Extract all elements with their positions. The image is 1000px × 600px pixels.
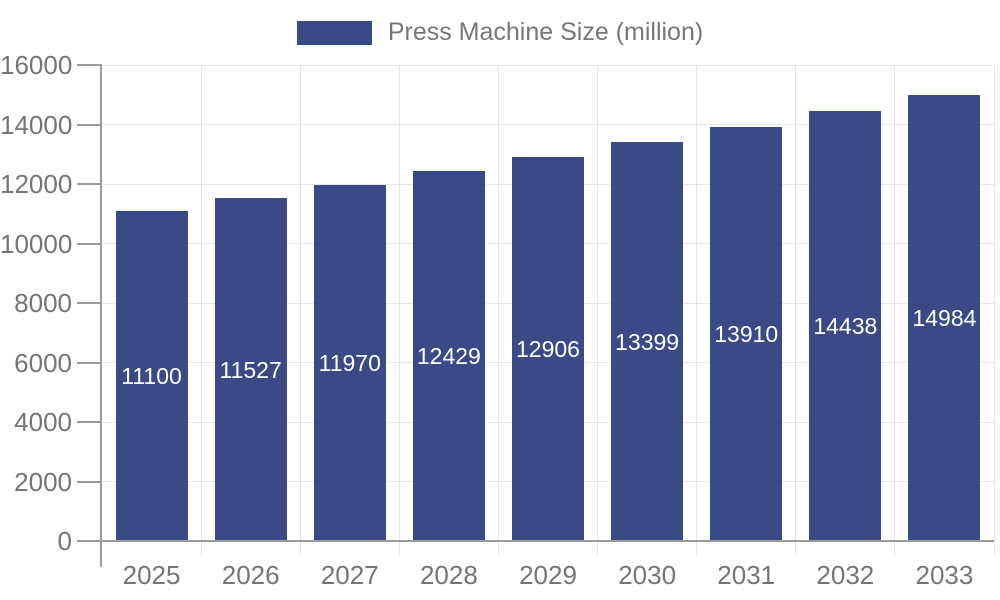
bar-value-label: 11100 xyxy=(121,362,182,389)
x-tick-label: 2033 xyxy=(915,560,974,590)
x-tick-label: 2028 xyxy=(419,560,478,590)
bar xyxy=(512,157,584,541)
h-gridline xyxy=(102,64,994,66)
v-gridline xyxy=(497,65,499,555)
y-tick-label: 6000 xyxy=(14,347,72,378)
bar xyxy=(214,198,287,541)
bar-value-label: 11970 xyxy=(318,349,381,376)
v-gridline xyxy=(200,65,202,555)
bar-value-label: 14438 xyxy=(813,313,878,340)
y-tick-label: 8000 xyxy=(14,288,72,318)
y-tick-label: 0 xyxy=(57,526,72,556)
legend-label: Press Machine Size (million) xyxy=(387,18,704,46)
x-axis-line xyxy=(102,540,994,542)
chart-legend[interactable]: Press Machine Size (million) xyxy=(0,18,1000,47)
y-tick xyxy=(77,242,102,245)
legend-swatch xyxy=(296,20,372,45)
bar xyxy=(611,142,684,541)
y-tick-label: 4000 xyxy=(14,407,72,437)
v-gridline xyxy=(894,65,896,555)
y-tick xyxy=(77,480,102,483)
y-tick-label: 12000 xyxy=(0,169,73,199)
y-tick-label: 10000 xyxy=(0,228,73,259)
bar-value-label: 11527 xyxy=(219,356,282,383)
bar xyxy=(809,111,882,541)
bar-value-label: 14984 xyxy=(912,305,977,332)
v-gridline xyxy=(993,65,995,555)
x-tick-label: 2030 xyxy=(618,560,677,590)
y-tick xyxy=(77,540,102,542)
bar-value-label: 13399 xyxy=(615,328,680,355)
y-tick xyxy=(77,64,102,66)
bar xyxy=(313,184,386,541)
v-gridline xyxy=(299,65,301,555)
bar xyxy=(710,127,783,541)
y-tick-label: 16000 xyxy=(0,50,73,80)
y-tick xyxy=(77,421,102,423)
y-tick xyxy=(77,123,102,126)
h-gridline xyxy=(102,124,994,125)
bar-value-label: 12429 xyxy=(416,343,481,370)
y-tick xyxy=(77,361,102,364)
y-tick xyxy=(77,183,102,185)
x-tick-label: 2031 xyxy=(717,560,776,590)
x-tick-label: 2027 xyxy=(320,560,379,590)
bar-value-label: 13910 xyxy=(714,321,779,348)
v-gridline xyxy=(398,65,400,555)
x-tick-label: 2025 xyxy=(122,560,181,590)
v-gridline xyxy=(696,65,698,555)
y-tick-label: 14000 xyxy=(0,109,73,140)
bar-value-label: 12906 xyxy=(516,336,580,363)
bar xyxy=(908,95,981,541)
v-gridline xyxy=(795,65,797,555)
x-tick-label: 2029 xyxy=(519,560,577,590)
bar xyxy=(412,171,485,541)
y-tick xyxy=(77,302,102,304)
y-axis-line xyxy=(100,65,102,567)
y-tick-label: 2000 xyxy=(14,466,72,497)
x-tick-label: 2032 xyxy=(816,560,875,590)
bar xyxy=(115,210,188,541)
x-tick-label: 2026 xyxy=(221,560,280,590)
v-gridline xyxy=(597,65,599,555)
